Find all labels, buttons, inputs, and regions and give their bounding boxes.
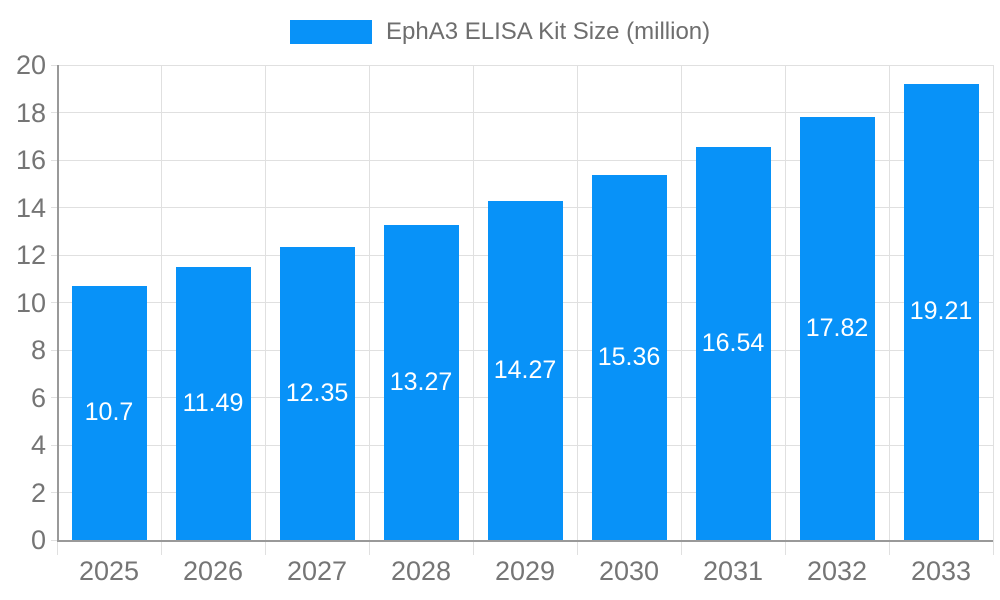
x-axis-label: 2032: [806, 556, 868, 586]
y-gridline: [57, 112, 993, 113]
bar-value-label: 10.7: [84, 398, 134, 427]
legend-label: EphA3 ELISA Kit Size (million): [386, 18, 711, 45]
y-tick-mark: [51, 492, 57, 493]
y-axis-label: 18: [15, 97, 46, 128]
bar[interactable]: 17.82: [799, 116, 875, 540]
x-gridline: [680, 65, 682, 540]
y-axis-label: 0: [30, 525, 46, 555]
x-axis-label: 2033: [910, 556, 972, 586]
y-axis-label: 20: [15, 50, 46, 80]
bar-value-label: 16.54: [701, 329, 765, 358]
x-gridline: [784, 65, 786, 540]
x-tick-mark: [264, 540, 266, 555]
x-gridline: [576, 65, 578, 540]
y-tick-mark: [51, 254, 57, 256]
bar[interactable]: 11.49: [175, 267, 251, 540]
x-axis-label: 2030: [598, 556, 660, 586]
x-gridline: [888, 65, 890, 540]
bar-value-label: 14.27: [493, 356, 557, 385]
x-tick-mark: [56, 540, 58, 555]
y-axis-label: 16: [15, 145, 46, 175]
x-axis-line: [57, 540, 993, 542]
x-tick-mark: [680, 540, 682, 555]
bar-value-label: 15.36: [597, 343, 661, 372]
x-gridline: [368, 65, 370, 540]
y-tick-mark: [51, 207, 57, 208]
bar[interactable]: 16.54: [695, 147, 771, 540]
x-axis-label: 2026: [182, 556, 244, 586]
y-tick-mark: [51, 64, 57, 66]
x-axis-label: 2028: [390, 556, 452, 586]
bar-value-label: 17.82: [805, 313, 869, 342]
bar[interactable]: 14.27: [487, 201, 563, 540]
x-tick-mark: [368, 540, 370, 555]
legend[interactable]: EphA3 ELISA Kit Size (million): [290, 18, 710, 46]
bar-value-label: 11.49: [182, 389, 244, 418]
x-gridline: [472, 65, 474, 540]
y-axis-line: [57, 65, 59, 542]
y-tick-mark: [51, 112, 57, 113]
y-tick-mark: [51, 444, 57, 446]
y-gridline: [57, 159, 993, 161]
bar-value-label: 13.27: [389, 367, 453, 396]
x-axis-label: 2025: [78, 556, 140, 586]
x-tick-mark: [472, 540, 474, 555]
y-gridline: [57, 64, 993, 66]
x-tick-mark: [992, 540, 994, 555]
bar[interactable]: 19.21: [903, 83, 979, 540]
x-tick-mark: [160, 540, 162, 555]
y-axis-label: 14: [15, 192, 46, 223]
x-gridline: [264, 65, 266, 540]
x-tick-mark: [576, 540, 578, 555]
y-axis-label: 4: [30, 430, 46, 460]
bar-value-label: 19.21: [909, 297, 973, 326]
y-axis-label: 10: [15, 287, 46, 318]
y-tick-mark: [51, 397, 57, 398]
y-tick-mark: [51, 349, 57, 351]
x-axis-label: 2027: [286, 556, 348, 586]
bar[interactable]: 10.7: [71, 285, 147, 540]
x-gridline: [160, 65, 162, 540]
y-axis-label: 8: [30, 335, 46, 365]
bar[interactable]: 13.27: [383, 224, 459, 540]
x-tick-mark: [888, 540, 890, 555]
y-tick-mark: [51, 539, 57, 541]
x-tick-mark: [784, 540, 786, 555]
bar-value-label: 12.35: [285, 378, 349, 407]
x-axis-label: 2031: [702, 556, 764, 586]
legend-swatch: [290, 20, 372, 44]
bar[interactable]: 12.35: [279, 246, 355, 540]
y-axis-label: 2: [30, 477, 46, 508]
x-axis-label: 2029: [494, 556, 556, 586]
x-gridline: [992, 65, 994, 540]
y-tick-mark: [51, 159, 57, 161]
y-axis-label: 6: [30, 382, 46, 413]
y-tick-mark: [51, 302, 57, 303]
y-axis-label: 12: [15, 240, 46, 270]
bar[interactable]: 15.36: [591, 175, 667, 540]
